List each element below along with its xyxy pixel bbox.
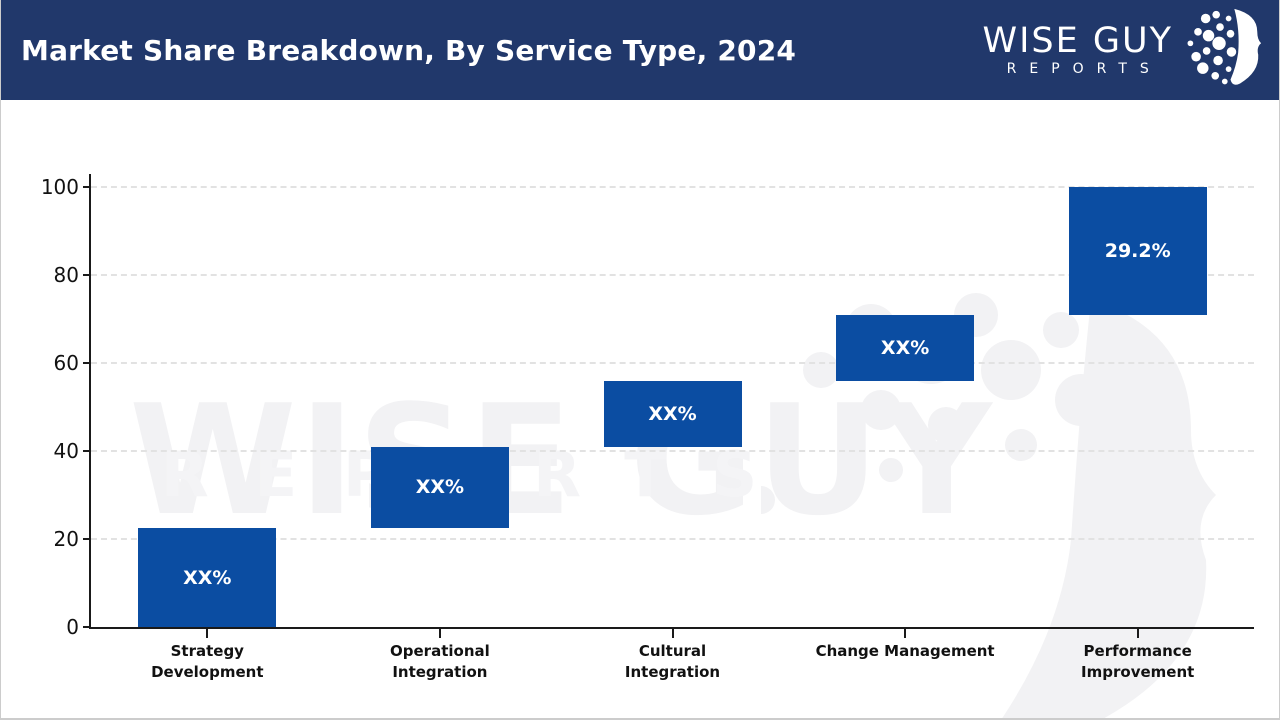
x-axis-category-3: Change Management xyxy=(815,642,995,660)
bar-performance-improvement: 29.2% xyxy=(1068,187,1207,316)
gridline-100 xyxy=(91,186,1254,188)
x-axis-category-2: Cultural Integration xyxy=(624,642,721,681)
x-axis-category-1: Operational Integration xyxy=(390,642,490,681)
bar-performance-improvement-text: 29.2% xyxy=(1104,240,1171,263)
x-axis-tickmark-4 xyxy=(1136,629,1139,638)
bar-change-management-text: XX% xyxy=(880,337,930,360)
y-axis-tick-60: 60 xyxy=(53,351,79,375)
gridline-80 xyxy=(91,274,1254,276)
bar-cultural-integration: XX% xyxy=(603,380,742,447)
y-axis-tick-40: 40 xyxy=(53,439,79,463)
page-title: Market Share Breakdown, By Service Type,… xyxy=(21,33,797,67)
x-axis-category-4: Performance Improvement xyxy=(1081,642,1195,681)
bar-strategy-development: XX% xyxy=(138,528,277,627)
bar-cultural-integration-text: XX% xyxy=(648,402,697,425)
y-axis-tickmark-0 xyxy=(83,626,91,628)
bar-operational-integration: XX% xyxy=(370,446,509,528)
logo-subtitle: REPORTS xyxy=(1006,61,1162,77)
y-axis-tickmark-20 xyxy=(83,538,91,540)
logo-face-icon xyxy=(1187,8,1262,85)
y-axis-tickmark-80 xyxy=(83,274,91,276)
y-axis-tickmark-100 xyxy=(83,186,91,188)
bar-change-management: XX% xyxy=(836,315,975,381)
waterfall-chart: WISE GUY REPORTS 020406080100XX%Strategy… xyxy=(1,100,1279,718)
x-axis-tickmark-1 xyxy=(438,629,441,638)
gridline-20 xyxy=(91,538,1254,540)
x-axis-tickmark-3 xyxy=(904,629,907,638)
x-axis-tickmark-0 xyxy=(206,629,209,638)
y-axis-tick-100: 100 xyxy=(40,175,79,199)
y-axis-tick-20: 20 xyxy=(53,527,79,551)
bar-strategy-development-text: XX% xyxy=(183,566,232,589)
y-axis-tick-0: 0 xyxy=(66,615,79,639)
gridline-40 xyxy=(91,450,1254,452)
bar-operational-integration-text: XX% xyxy=(415,476,465,499)
x-axis-category-0: Strategy Development xyxy=(151,642,264,681)
y-axis-tickmark-60 xyxy=(83,362,91,364)
x-axis-line xyxy=(89,627,1254,629)
y-axis-tickmark-40 xyxy=(83,450,91,452)
y-axis-line xyxy=(89,173,91,629)
wise-guy-reports-logo: WISE GUY REPORTS xyxy=(982,7,1279,93)
gridline-60 xyxy=(91,362,1254,364)
logo-text: WISE GUY REPORTS xyxy=(982,23,1173,77)
x-axis-tickmark-2 xyxy=(671,629,674,638)
watermark-wordmark: WISE GUY xyxy=(129,372,994,549)
title-banner: Market Share Breakdown, By Service Type,… xyxy=(1,0,1279,100)
logo-wordmark: WISE GUY xyxy=(982,21,1173,61)
y-axis-tick-80: 80 xyxy=(53,263,79,287)
